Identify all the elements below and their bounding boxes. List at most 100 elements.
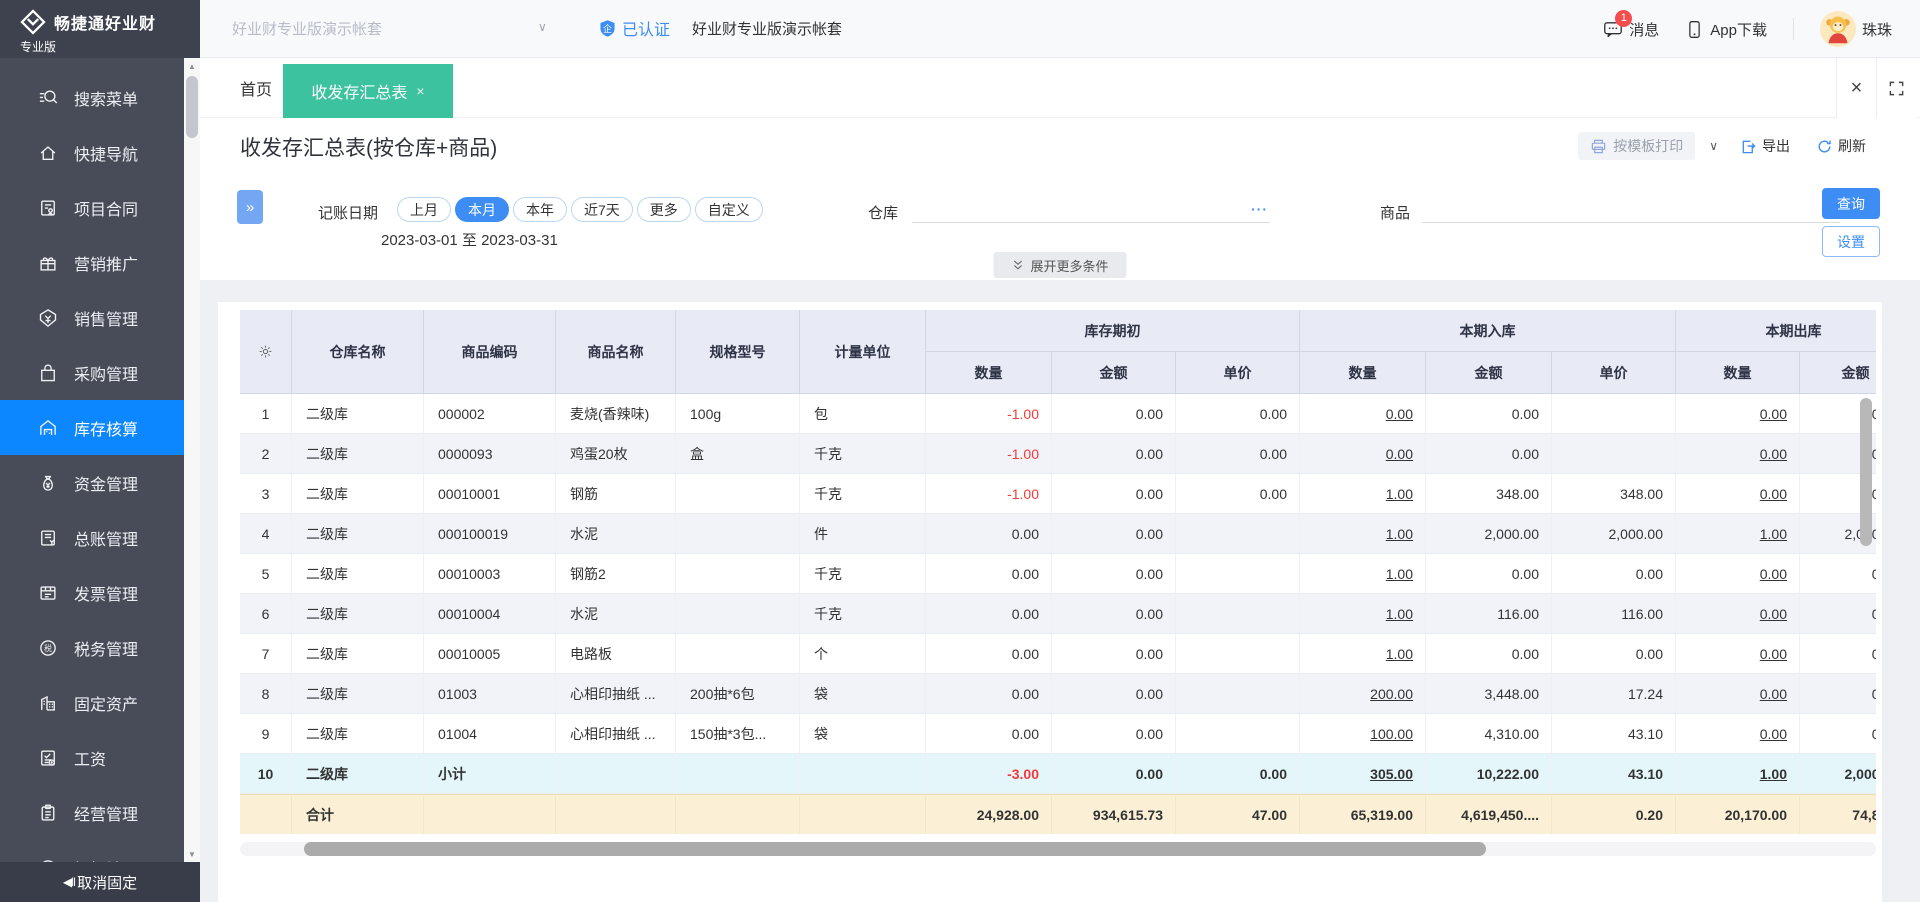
operations-icon	[38, 803, 58, 823]
sidebar-item-assets[interactable]: 固定资产	[0, 675, 200, 730]
date-pill-更多[interactable]: 更多	[636, 197, 691, 222]
sidebar-scrollbar-thumb[interactable]	[186, 76, 198, 138]
out-qty-cell-value[interactable]: 1.00	[1759, 525, 1787, 542]
sub-column-header[interactable]: 数量	[1676, 352, 1800, 394]
table-row[interactable]: 3 二级库 00010001 钢筋 千克 -1.00 0.00 0.00 1.00 348.00 3…	[240, 474, 1876, 514]
date-range-value[interactable]: 2023-03-01 至 2023-03-31	[381, 232, 558, 249]
horizontal-scrollbar-thumb[interactable]	[304, 842, 1486, 856]
out-qty-cell-value[interactable]: 0.00	[1759, 685, 1787, 702]
warehouse-picker-ellipsis-icon[interactable]: ···	[1251, 201, 1268, 217]
sidebar-item-contract[interactable]: 项目合同	[0, 180, 200, 235]
sidebar-item-ledger[interactable]: 总账管理	[0, 510, 200, 565]
sidebar-item-purchase[interactable]: 采购管理	[0, 345, 200, 400]
table-row[interactable]: 6 二级库 00010004 水泥 千克 0.00 0.00 1.00 116.00 116.00…	[240, 594, 1876, 634]
column-header[interactable]: 仓库名称	[292, 310, 424, 394]
close-all-tabs-button[interactable]: ×	[1836, 58, 1876, 118]
sub-column-header[interactable]: 单价	[1552, 352, 1676, 394]
account-selector[interactable]: 好业财专业版演示帐套	[232, 21, 383, 38]
out-qty-cell-value[interactable]: 0.00	[1759, 565, 1787, 582]
unpin-sidebar-button[interactable]: ◀‖ 取消固定	[0, 862, 200, 902]
table-row[interactable]: 5 二级库 00010003 钢筋2 千克 0.00 0.00 1.00 0.00 0.00 0.0…	[240, 554, 1876, 594]
out-qty-cell-value[interactable]: 1.00	[1759, 765, 1787, 782]
out-qty-cell-value[interactable]: 0.00	[1759, 605, 1787, 622]
query-button[interactable]: 查询	[1822, 188, 1880, 219]
date-pill-本年[interactable]: 本年	[513, 197, 567, 222]
table-row[interactable]: 8 二级库 01003 心相印抽纸 ... 200抽*6包袋 0.00 0.00 200.00…	[240, 674, 1876, 714]
product-input[interactable]: ···	[1422, 197, 1840, 223]
expand-more-conditions-button[interactable]: 展开更多条件	[993, 252, 1127, 278]
sub-column-header[interactable]: 数量	[926, 352, 1052, 394]
tab-report-active[interactable]: 收发存汇总表 ×	[283, 64, 453, 118]
column-header[interactable]: 商品名称	[556, 310, 676, 394]
warehouse-input[interactable]: ···	[912, 197, 1270, 223]
date-pill-近7天[interactable]: 近7天	[571, 197, 633, 222]
vertical-scrollbar-thumb[interactable]	[1860, 398, 1872, 546]
sub-column-header[interactable]: 单价	[1176, 352, 1300, 394]
sidebar-item-sales[interactable]: 销售管理	[0, 290, 200, 345]
date-pill-自定义[interactable]: 自定义	[694, 197, 763, 222]
scroll-down-icon[interactable]: ▼	[188, 849, 196, 859]
sidebar-item-home[interactable]: 快捷导航	[0, 125, 200, 180]
in-qty-cell-value[interactable]: 100.00	[1370, 725, 1413, 742]
sub-column-header[interactable]: 金额	[1052, 352, 1176, 394]
sidebar-item-inventory[interactable]: 库存核算	[0, 400, 200, 455]
fullscreen-icon[interactable]	[1876, 58, 1916, 118]
date-pill-本月[interactable]: 本月	[455, 197, 509, 222]
app-download-button[interactable]: App下载	[1685, 19, 1767, 40]
sidebar-item-reimburse[interactable]: 好报销	[0, 840, 200, 862]
table-row[interactable]: 7 二级库 00010005 电路板 个 0.00 0.00 1.00 0.00 0.00 0.00…	[240, 634, 1876, 674]
date-pill-上月[interactable]: 上月	[397, 197, 451, 222]
collapse-filters-button[interactable]: »	[237, 190, 263, 224]
column-header[interactable]: 商品编码	[424, 310, 556, 394]
table-row[interactable]: 合计 24,928.00 934,615.73 47.00 65,319.00 4,619…	[240, 794, 1876, 834]
table-row[interactable]: 10 二级库 小计 -3.00 0.00 0.00 305.00 10,222.00 43.10…	[240, 754, 1876, 794]
in-qty-cell-value[interactable]: 1.00	[1385, 605, 1413, 622]
horizontal-scrollbar[interactable]	[240, 842, 1876, 856]
table-row[interactable]: 2 二级库 0000093 鸡蛋20枚盒千克 -1.00 0.00 0.00 0.00 0.00…	[240, 434, 1876, 474]
chevron-down-icon[interactable]: ∨	[538, 20, 547, 34]
messages-button[interactable]: 消息 1	[1603, 9, 1659, 40]
table-row[interactable]: 1 二级库 000002 麦烧(香辣味) 100g 包 -1.00 0.00 0.00 0.00 0…	[240, 394, 1876, 434]
sidebar-item-tax[interactable]: 税 税务管理	[0, 620, 200, 675]
sidebar-item-operations[interactable]: 经营管理	[0, 785, 200, 840]
refresh-button[interactable]: 刷新	[1816, 136, 1866, 156]
sidebar-item-salary[interactable]: 工资	[0, 730, 200, 785]
tab-close-icon[interactable]: ×	[416, 83, 425, 99]
in-qty-cell-value[interactable]: 1.00	[1385, 485, 1413, 502]
out-qty-cell-value[interactable]: 0.00	[1759, 405, 1787, 422]
print-by-template-button[interactable]: 按模板打印	[1578, 132, 1696, 160]
column-settings-gear-button[interactable]	[240, 310, 292, 394]
in-qty-cell-value[interactable]: 305.00	[1370, 765, 1413, 782]
sidebar-item-gift[interactable]: 营销推广	[0, 235, 200, 290]
table-row[interactable]: 9 二级库 01004 心相印抽纸 ... 150抽*3包... 袋 0.00 0.00 100…	[240, 714, 1876, 754]
sidebar-scrollbar[interactable]: ▲ ▼	[184, 58, 200, 862]
column-header[interactable]: 规格型号	[676, 310, 800, 394]
sub-column-header[interactable]: 金额	[1800, 352, 1876, 394]
tab-home[interactable]: 首页	[240, 82, 273, 99]
export-button[interactable]: 导出	[1740, 136, 1790, 156]
out-qty-cell-value[interactable]: 0.00	[1759, 645, 1787, 662]
sidebar-item-invoice[interactable]: 发票管理	[0, 565, 200, 620]
sidebar-item-funds[interactable]: 资金管理	[0, 455, 200, 510]
out-qty-cell-value[interactable]: 0.00	[1759, 445, 1787, 462]
column-header[interactable]: 计量单位	[800, 310, 926, 394]
in-qty-cell-value[interactable]: 1.00	[1385, 565, 1413, 582]
table-row[interactable]: 4 二级库 000100019 水泥 件 0.00 0.00 1.00 2,000.00 2,00…	[240, 514, 1876, 554]
in-qty-cell-value[interactable]: 200.00	[1370, 685, 1413, 702]
row-number-cell: 5	[240, 554, 292, 594]
sidebar-item-search[interactable]: 搜索菜单	[0, 70, 200, 125]
print-options-chevron-icon[interactable]: ∨	[1709, 139, 1718, 153]
in-qty-cell-value[interactable]: 0.00	[1385, 445, 1413, 462]
scroll-up-icon[interactable]: ▲	[188, 61, 196, 71]
brand-edition: 专业版	[20, 40, 57, 54]
user-menu[interactable]: 珠珠	[1819, 11, 1892, 47]
in-qty-cell-value[interactable]: 1.00	[1385, 645, 1413, 662]
out-qty-cell-value[interactable]: 0.00	[1759, 725, 1787, 742]
product-name-cell: 水泥	[556, 514, 676, 554]
sub-column-header[interactable]: 金额	[1426, 352, 1552, 394]
in-qty-cell-value[interactable]: 0.00	[1385, 405, 1413, 422]
settings-button[interactable]: 设置	[1822, 226, 1880, 257]
in-qty-cell-value[interactable]: 1.00	[1385, 525, 1413, 542]
sub-column-header[interactable]: 数量	[1300, 352, 1426, 394]
out-qty-cell-value[interactable]: 0.00	[1759, 485, 1787, 502]
